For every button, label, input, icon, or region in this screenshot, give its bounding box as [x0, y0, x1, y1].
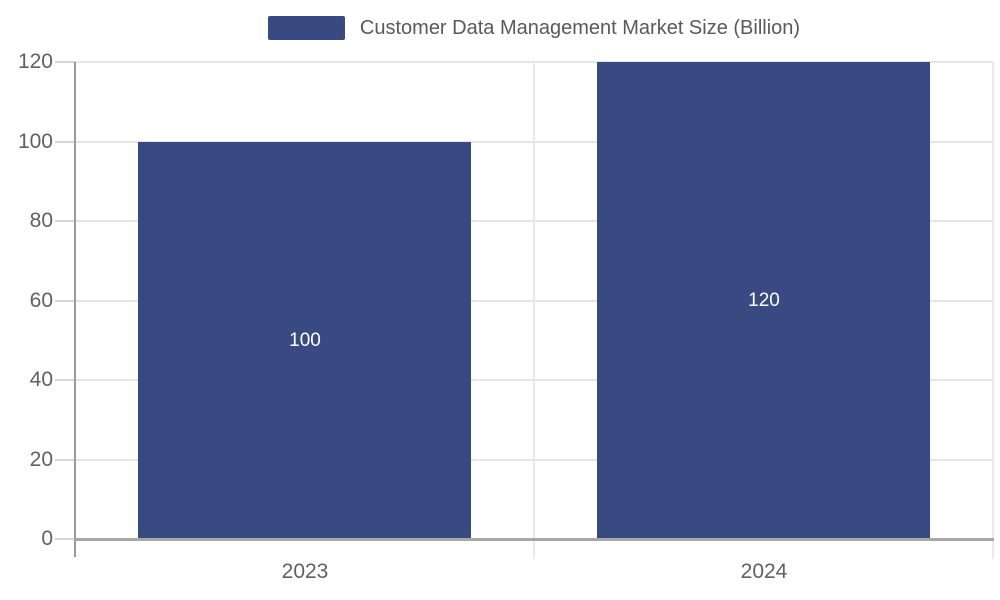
y-tick-mark	[55, 379, 75, 381]
x-axis-tick-label: 2024	[740, 560, 788, 583]
bar-2024	[597, 62, 930, 539]
x-axis-baseline	[75, 538, 994, 541]
y-axis-line	[74, 62, 76, 557]
y-tick-mark	[55, 61, 75, 63]
y-tick-mark	[55, 538, 75, 540]
bar-2023	[138, 142, 471, 539]
bar-value-label: 120	[748, 290, 780, 311]
x-axis-tick-label: 2023	[281, 560, 329, 583]
y-tick-mark	[55, 300, 75, 302]
y-tick-mark	[55, 220, 75, 222]
y-axis-tick-label: 20	[29, 448, 53, 471]
category-boundary-line	[533, 62, 535, 559]
y-axis-tick-label: 80	[29, 209, 53, 232]
legend-label: Customer Data Management Market Size (Bi…	[359, 17, 801, 39]
bar-value-label: 100	[289, 330, 321, 351]
y-axis-tick-label: 100	[17, 130, 53, 153]
chart-legend: Customer Data Management Market Size (Bi…	[34, 16, 1000, 40]
y-tick-mark	[55, 141, 75, 143]
category-boundary-line	[992, 62, 994, 559]
y-axis-tick-label: 120	[17, 50, 53, 73]
legend-swatch-icon	[267, 16, 345, 40]
legend-item[interactable]: Customer Data Management Market Size (Bi…	[267, 16, 801, 40]
y-axis-tick-label: 0	[41, 527, 53, 550]
y-axis-tick-label: 60	[29, 289, 53, 312]
y-tick-mark	[55, 459, 75, 461]
y-axis-tick-label: 40	[29, 368, 53, 391]
